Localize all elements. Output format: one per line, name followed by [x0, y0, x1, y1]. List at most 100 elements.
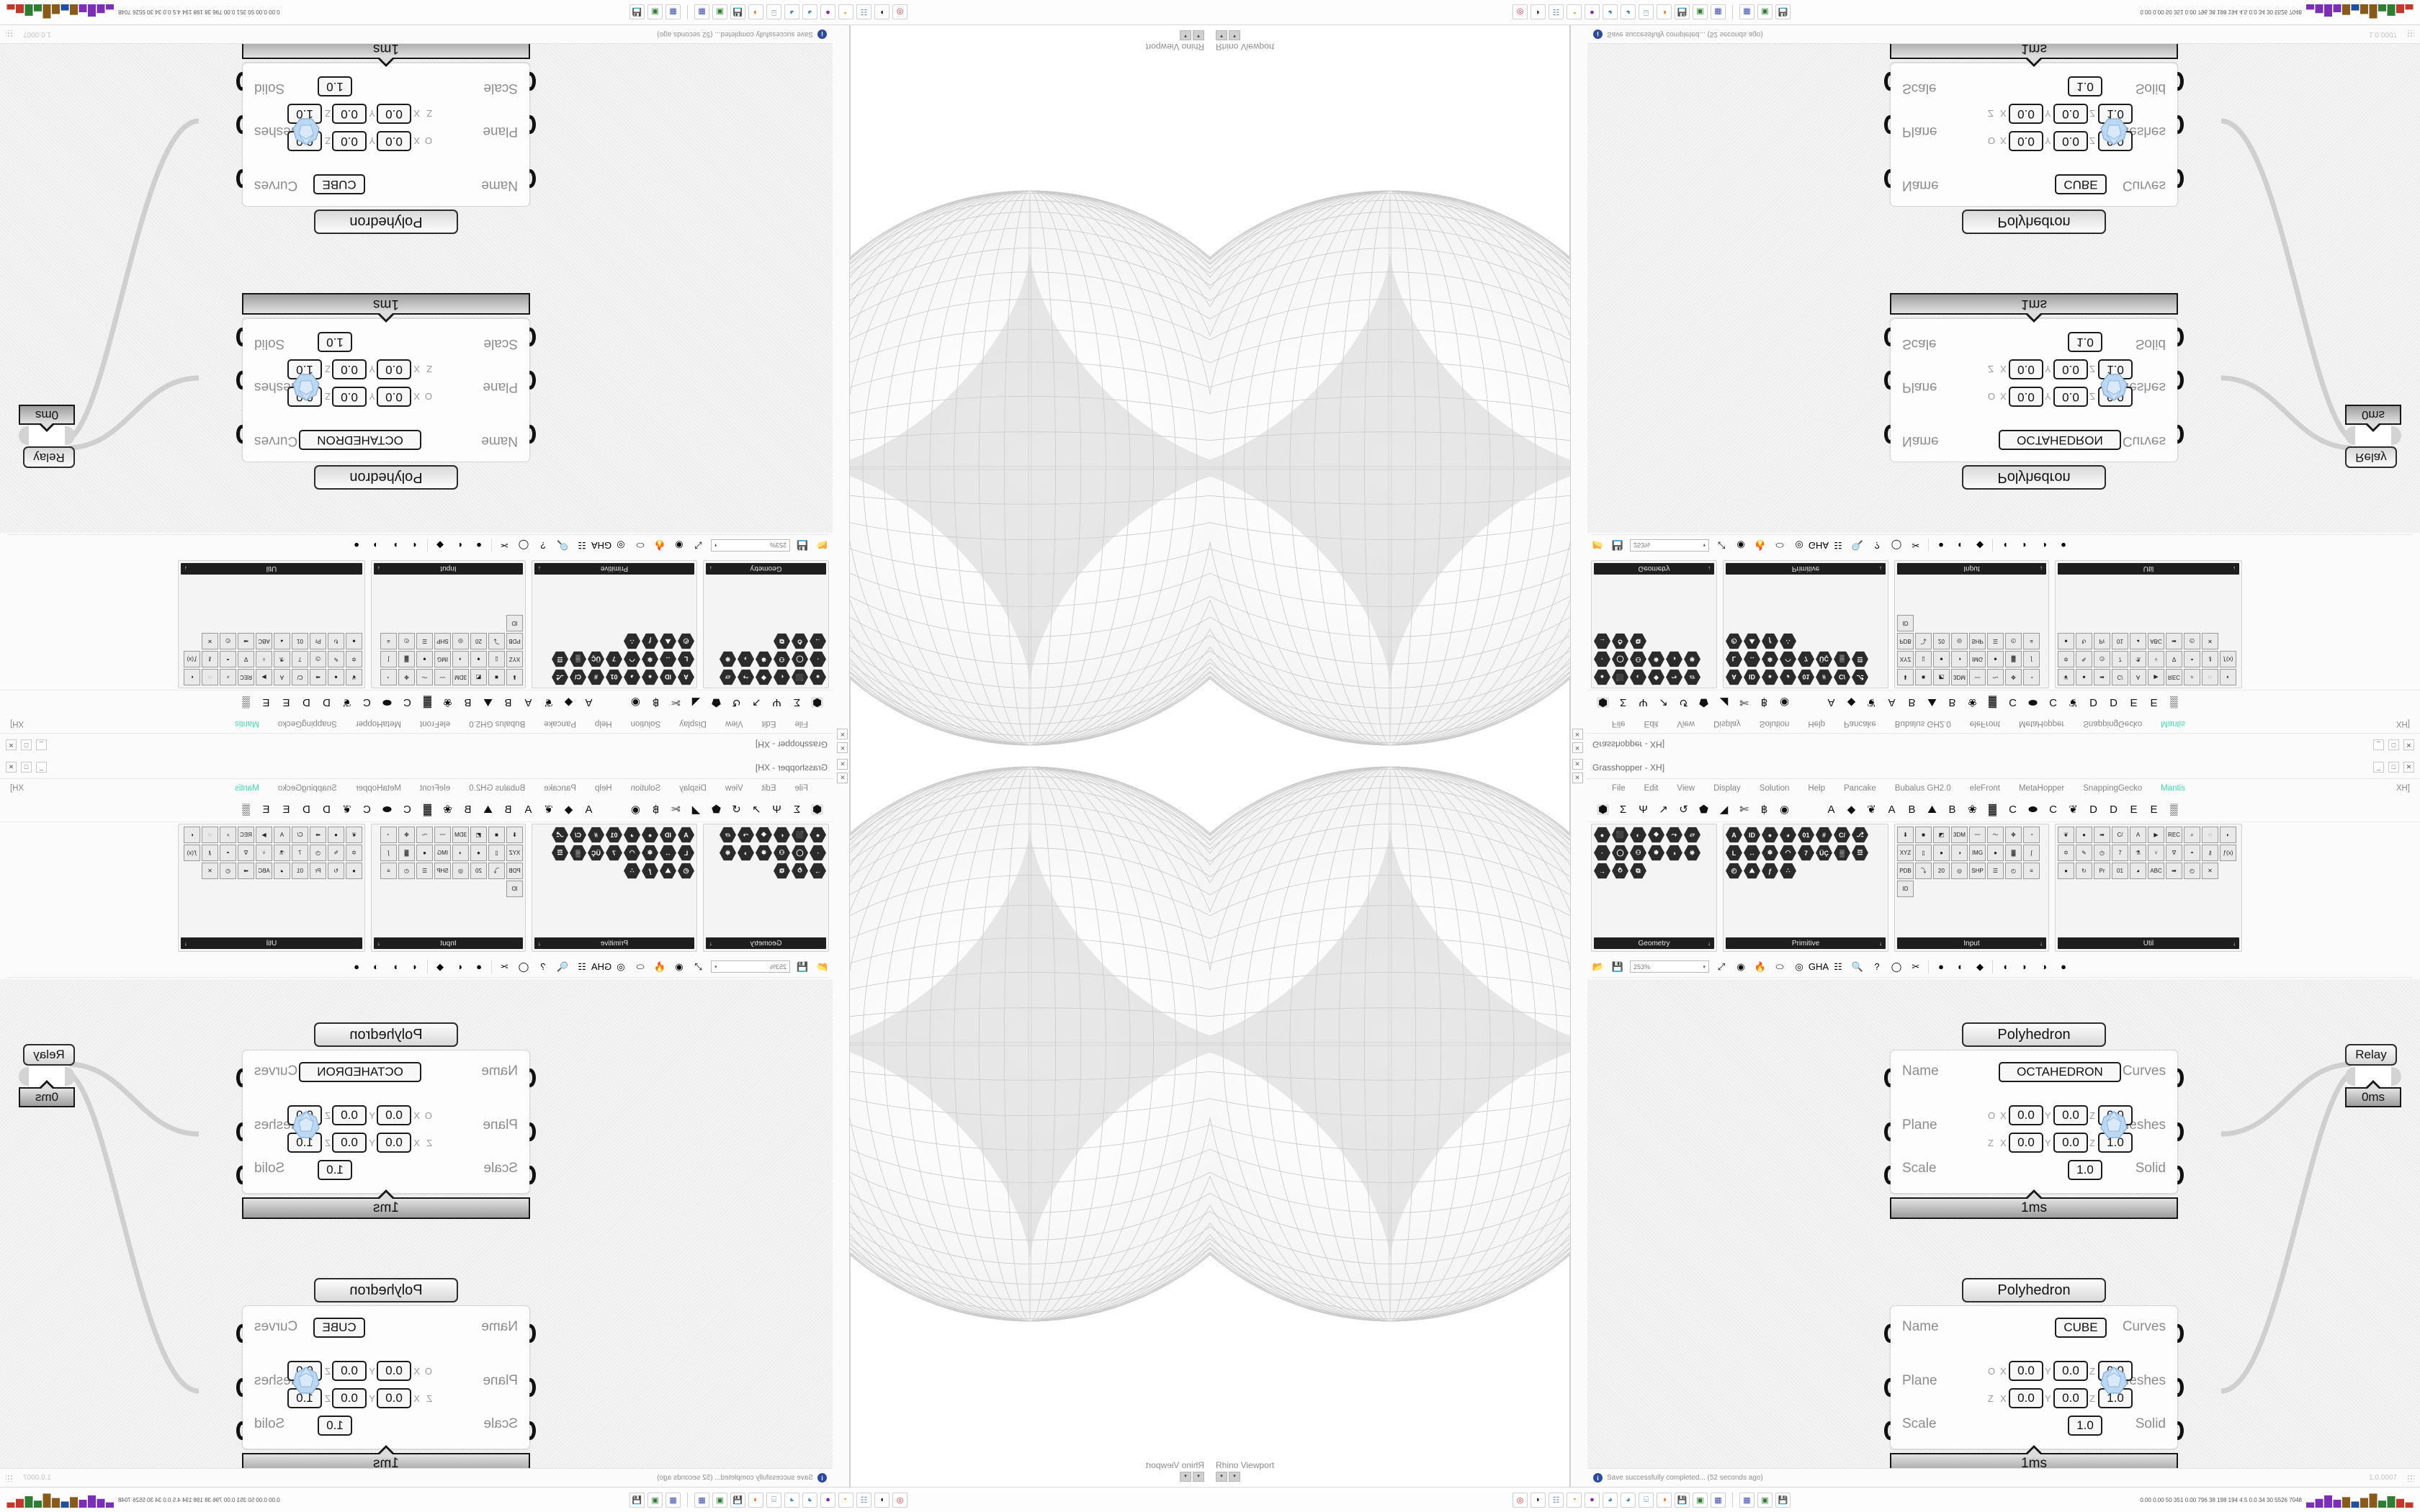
bake-blue-icon[interactable]: ● — [2056, 960, 2071, 974]
plane-origin-x-field[interactable]: 0.0 — [377, 387, 411, 407]
play-icon[interactable]: ▶ — [256, 827, 272, 843]
circular-icon[interactable]: ◐ — [1630, 669, 1646, 685]
gradient-wave-icon[interactable]: 〜 — [416, 827, 433, 843]
palette-icon[interactable]: ◕ — [2130, 633, 2146, 649]
component-body[interactable]: Name Plane Scale Curves Meshes Solid CUBE O X 0.0… — [1890, 1305, 2178, 1449]
app-firefox-icon[interactable]: ◑ — [1657, 5, 1672, 20]
plane-icon[interactable]: ▱ — [1684, 827, 1700, 843]
app-purple-icon[interactable]: ● — [820, 5, 835, 20]
balloon-icon[interactable]: ◯ — [516, 960, 531, 974]
wave-icon[interactable]: 〰 — [434, 827, 451, 843]
egg-icon[interactable]: ◓ — [2184, 651, 2200, 667]
fit-view-icon[interactable]: ⤢ — [1714, 539, 1729, 553]
graph-mapper-icon[interactable]: ∫ — [380, 651, 397, 667]
color-wheel-icon[interactable]: ◑ — [452, 651, 469, 667]
rainbow-icon[interactable]: ≡ — [380, 633, 397, 649]
dither-icon[interactable]: ▒ — [570, 651, 586, 667]
palette-icon[interactable]: ◕ — [274, 863, 290, 879]
menu-item-pancake[interactable]: Pancake — [1834, 784, 1886, 793]
component-polyhedron-cube[interactable]: Polyhedron Name Plane Scale Curves Meshes Soli… — [242, 44, 530, 234]
app-red-icon[interactable]: ◎ — [1512, 5, 1528, 20]
preview-red-icon[interactable]: ◆ — [433, 539, 447, 553]
search-icon[interactable]: ⌕ — [220, 827, 236, 843]
maximize-button[interactable]: □ — [21, 739, 32, 750]
spiral-icon[interactable]: ◠ — [1780, 651, 1796, 667]
input-grip-name[interactable] — [1884, 1068, 1896, 1087]
palette-caret-icon[interactable]: ↓ — [709, 566, 712, 572]
flask-icon[interactable]: ⚗ — [2130, 845, 2146, 861]
ribbon-addon-dot-tab[interactable]: ⬬ — [2027, 697, 2039, 708]
document-icon[interactable]: ☷ — [575, 539, 589, 553]
play-icon[interactable]: ▶ — [2148, 827, 2164, 843]
hash-icon[interactable]: # — [1816, 669, 1832, 685]
ribbon-addon-mtn-tab[interactable]: ⛰ — [482, 697, 494, 708]
menu-item-mantis[interactable]: Mantis — [225, 784, 269, 793]
bake-green-icon[interactable]: ◗ — [388, 960, 403, 974]
ribbon-params-tab[interactable]: ⬢ — [1597, 804, 1609, 815]
close-button[interactable]: ✕ — [2403, 762, 2414, 773]
rotate-icon[interactable]: ↻ — [328, 863, 344, 879]
a-param-icon[interactable]: A — [2130, 827, 2146, 843]
preview-black-icon[interactable]: ● — [1934, 539, 1948, 553]
resize-grip[interactable] — [6, 31, 13, 38]
hash-icon[interactable]: # — [588, 669, 604, 685]
bake-blue-icon[interactable]: ● — [349, 539, 364, 553]
component-title[interactable]: Polyhedron — [1962, 1022, 2106, 1047]
component-palette[interactable]: ● ⬛ ◐ ❖ ⤳ ▱ · ◯ ⚇ ✵ ◑ ⎈ → ⥁ ⧉ Geometry ↓ A ID ● ◕ 01 # C/⎇ L ↔ ❄ ◠ 7… — [7, 560, 829, 688]
resize-grip[interactable] — [2407, 1475, 2414, 1482]
app-red-icon[interactable]: ◎ — [892, 5, 908, 20]
app-paint2-icon[interactable]: ◕ — [784, 1493, 799, 1508]
balloon-icon[interactable]: ◯ — [516, 539, 531, 553]
palette-icon[interactable]: ◕ — [274, 633, 290, 649]
filter-icon[interactable]: ∇ — [238, 651, 254, 667]
menu-item-snappinggecko[interactable]: SnappingGecko — [2074, 719, 2151, 728]
component-palette[interactable]: ● ⬛ ◐ ❖ ⤳ ▱ · ◯ ⚇ ✵ ◑ ⎈ → ⥁ ⧉ Geometry ↓ A ID ● ◕ 01 # C/⎇ L ↔ ❄ ◠ 7… — [1591, 824, 2413, 952]
menu-item-elefront[interactable]: eleFront — [411, 784, 460, 793]
output-grip-curves[interactable] — [236, 1068, 248, 1087]
fx-icon[interactable]: ƒ(x) — [184, 651, 200, 667]
plane-zaxis-x-field[interactable]: 0.0 — [377, 359, 411, 379]
abc-icon[interactable]: ABC — [256, 633, 272, 649]
app-screen1-icon[interactable]: ▦ — [1711, 5, 1726, 20]
play-icon[interactable]: ▶ — [256, 669, 272, 685]
seven-icon[interactable]: 7 — [606, 845, 622, 861]
name-value-field[interactable]: OCTAHEDRON — [1999, 430, 2121, 450]
ribbon-addon-grid-tab[interactable]: ▓ — [421, 697, 434, 708]
flask-icon[interactable]: ⚗ — [274, 651, 290, 667]
component-polyhedron-octahedron[interactable]: Polyhedron Name Plane Scale Curves Meshes Soli… — [1890, 293, 2178, 490]
relay-node-group[interactable]: Relay 0ms — [19, 405, 75, 468]
bool-icon[interactable]: 01 — [606, 669, 622, 685]
close-tab-button[interactable]: ✕ — [1572, 742, 1583, 753]
close-tab-button-2[interactable]: ✕ — [838, 773, 848, 783]
flow-icon[interactable]: ⤵ — [1915, 633, 1932, 649]
output-grip-meshes[interactable] — [236, 1378, 248, 1397]
ribbon-vector-tab[interactable]: ↗ — [1657, 804, 1670, 815]
scissors-icon[interactable]: ✂ — [1909, 539, 1923, 553]
ribbon-display-tab[interactable]: ◉ — [629, 804, 642, 815]
component-body[interactable]: Name Plane Scale Curves Meshes Solid OCTAHEDRO… — [1890, 1050, 2178, 1194]
window-controls[interactable]: _ □ ✕ — [2373, 762, 2414, 773]
output-grip-solid[interactable] — [2172, 328, 2184, 346]
paint-icon[interactable]: ◔ — [2023, 827, 2040, 843]
zoom-dropdown-icon[interactable]: ▾ — [714, 964, 717, 970]
gha-icon[interactable]: GHA — [1811, 539, 1826, 553]
output-grip-curves[interactable] — [236, 425, 248, 444]
filter-icon[interactable]: ∇ — [238, 845, 254, 861]
zoom-dropdown-icon[interactable]: ▾ — [1703, 543, 1706, 549]
ribbon-addon-a2-tab[interactable]: A — [522, 697, 534, 708]
palette-caret-icon[interactable]: ↓ — [1879, 940, 1882, 947]
ribbon-mesh-tab[interactable]: ◢ — [690, 804, 702, 815]
app-purple-icon[interactable]: ● — [820, 1493, 835, 1508]
ribbon-addon-c-tab[interactable]: C — [401, 697, 413, 708]
app-blackcat-icon[interactable]: ◗ — [1531, 5, 1546, 20]
fx-icon[interactable]: ƒ(x) — [184, 845, 200, 861]
ribbon-display-tab[interactable]: ◉ — [1778, 804, 1791, 815]
input-grip-name[interactable] — [524, 169, 536, 188]
balloon-icon[interactable]: ◯ — [1889, 539, 1904, 553]
xyz-icon[interactable]: XYZ — [506, 651, 523, 667]
play-icon[interactable]: ▶ — [2148, 669, 2164, 685]
ribbon-mesh-tab[interactable]: ◢ — [690, 697, 702, 708]
seven-util-icon[interactable]: 7 — [2112, 845, 2128, 861]
menu-item-display[interactable]: Display — [1704, 784, 1750, 793]
canvas-toolbar[interactable]: 📂 💾 253% ▾ ⤢ ◉ 🔥 ⬭ ◎ GHA ☷ 🔍? ◯ ✂ ● ◐ ◆ ◖ ◗ ◑ ● — [1591, 956, 2413, 978]
